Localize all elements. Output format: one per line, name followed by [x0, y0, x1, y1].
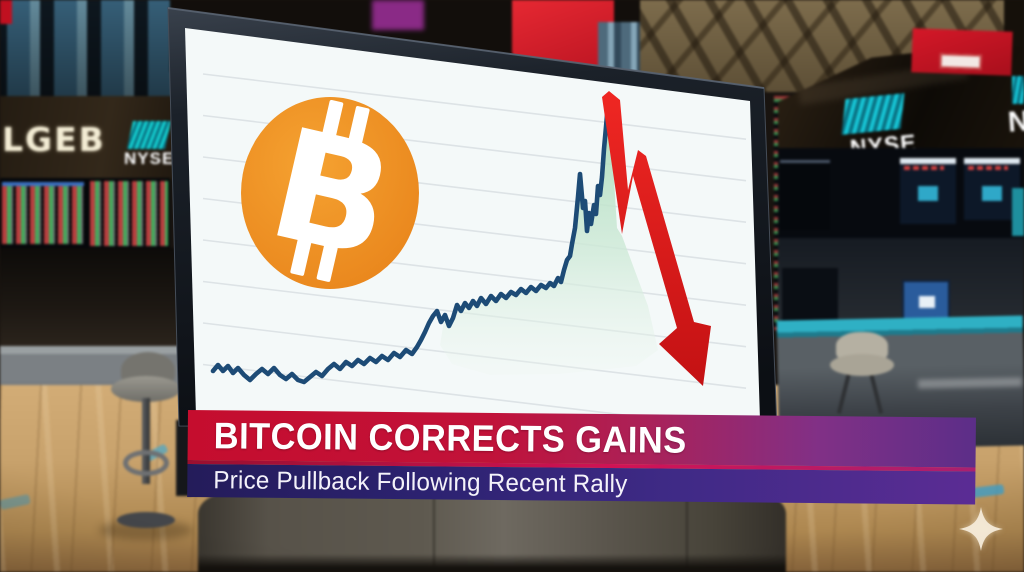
- price-line: [210, 94, 612, 385]
- screen-logo: [918, 186, 938, 201]
- stool-seat: [111, 376, 181, 402]
- ticker-screen: [90, 181, 168, 246]
- trading-screen: [964, 158, 1020, 220]
- stool-base: [117, 512, 175, 528]
- desk-monitor: [782, 268, 838, 324]
- crash-arrow-icon: [602, 91, 711, 386]
- headline-bar: BITCOIN CORRECTS GAINS: [187, 410, 976, 468]
- screen-ticker-dots: [904, 166, 944, 170]
- stool-left: [99, 352, 193, 542]
- magenta-screen: [372, 0, 424, 30]
- chair-seat: [830, 354, 894, 376]
- gridline: [202, 73, 747, 140]
- edge-screen: [1012, 188, 1024, 236]
- stool-column: [142, 398, 150, 484]
- nyse-bars-icon-partial: [1012, 76, 1024, 104]
- right-screen-row: [778, 148, 1024, 240]
- trading-post-pedestal: [198, 492, 786, 572]
- trading-screen: [900, 158, 956, 224]
- trading-screen: [780, 160, 830, 230]
- pedestal-seam: [433, 496, 436, 572]
- headline-text: BITCOIN CORRECTS GAINS: [213, 414, 687, 461]
- monitor-logo: [919, 296, 935, 308]
- glass-facade: [0, 0, 178, 102]
- pedestal-seam: [686, 496, 689, 572]
- subheadline-text: Price Pullback Following Recent Rally: [213, 466, 628, 499]
- bezel-highlight: [167, 7, 765, 89]
- sparkle-icon: [959, 507, 1003, 551]
- stool-footring: [123, 450, 169, 476]
- left-post-sign-text: LGEB: [2, 120, 106, 159]
- ticker-screen: [2, 182, 84, 244]
- lower-third-banner: BITCOIN CORRECTS GAINS Price Pullback Fo…: [187, 410, 976, 505]
- nyse-label-left: NYSE: [124, 149, 175, 168]
- chair-right: [828, 332, 904, 418]
- bitcoin-icon: B: [241, 95, 419, 293]
- pedestal-base-band: [198, 554, 786, 572]
- screen-logo: [982, 186, 1002, 201]
- screen-ticker-dots: [968, 166, 1008, 170]
- red-sign-fragment: [0, 0, 12, 24]
